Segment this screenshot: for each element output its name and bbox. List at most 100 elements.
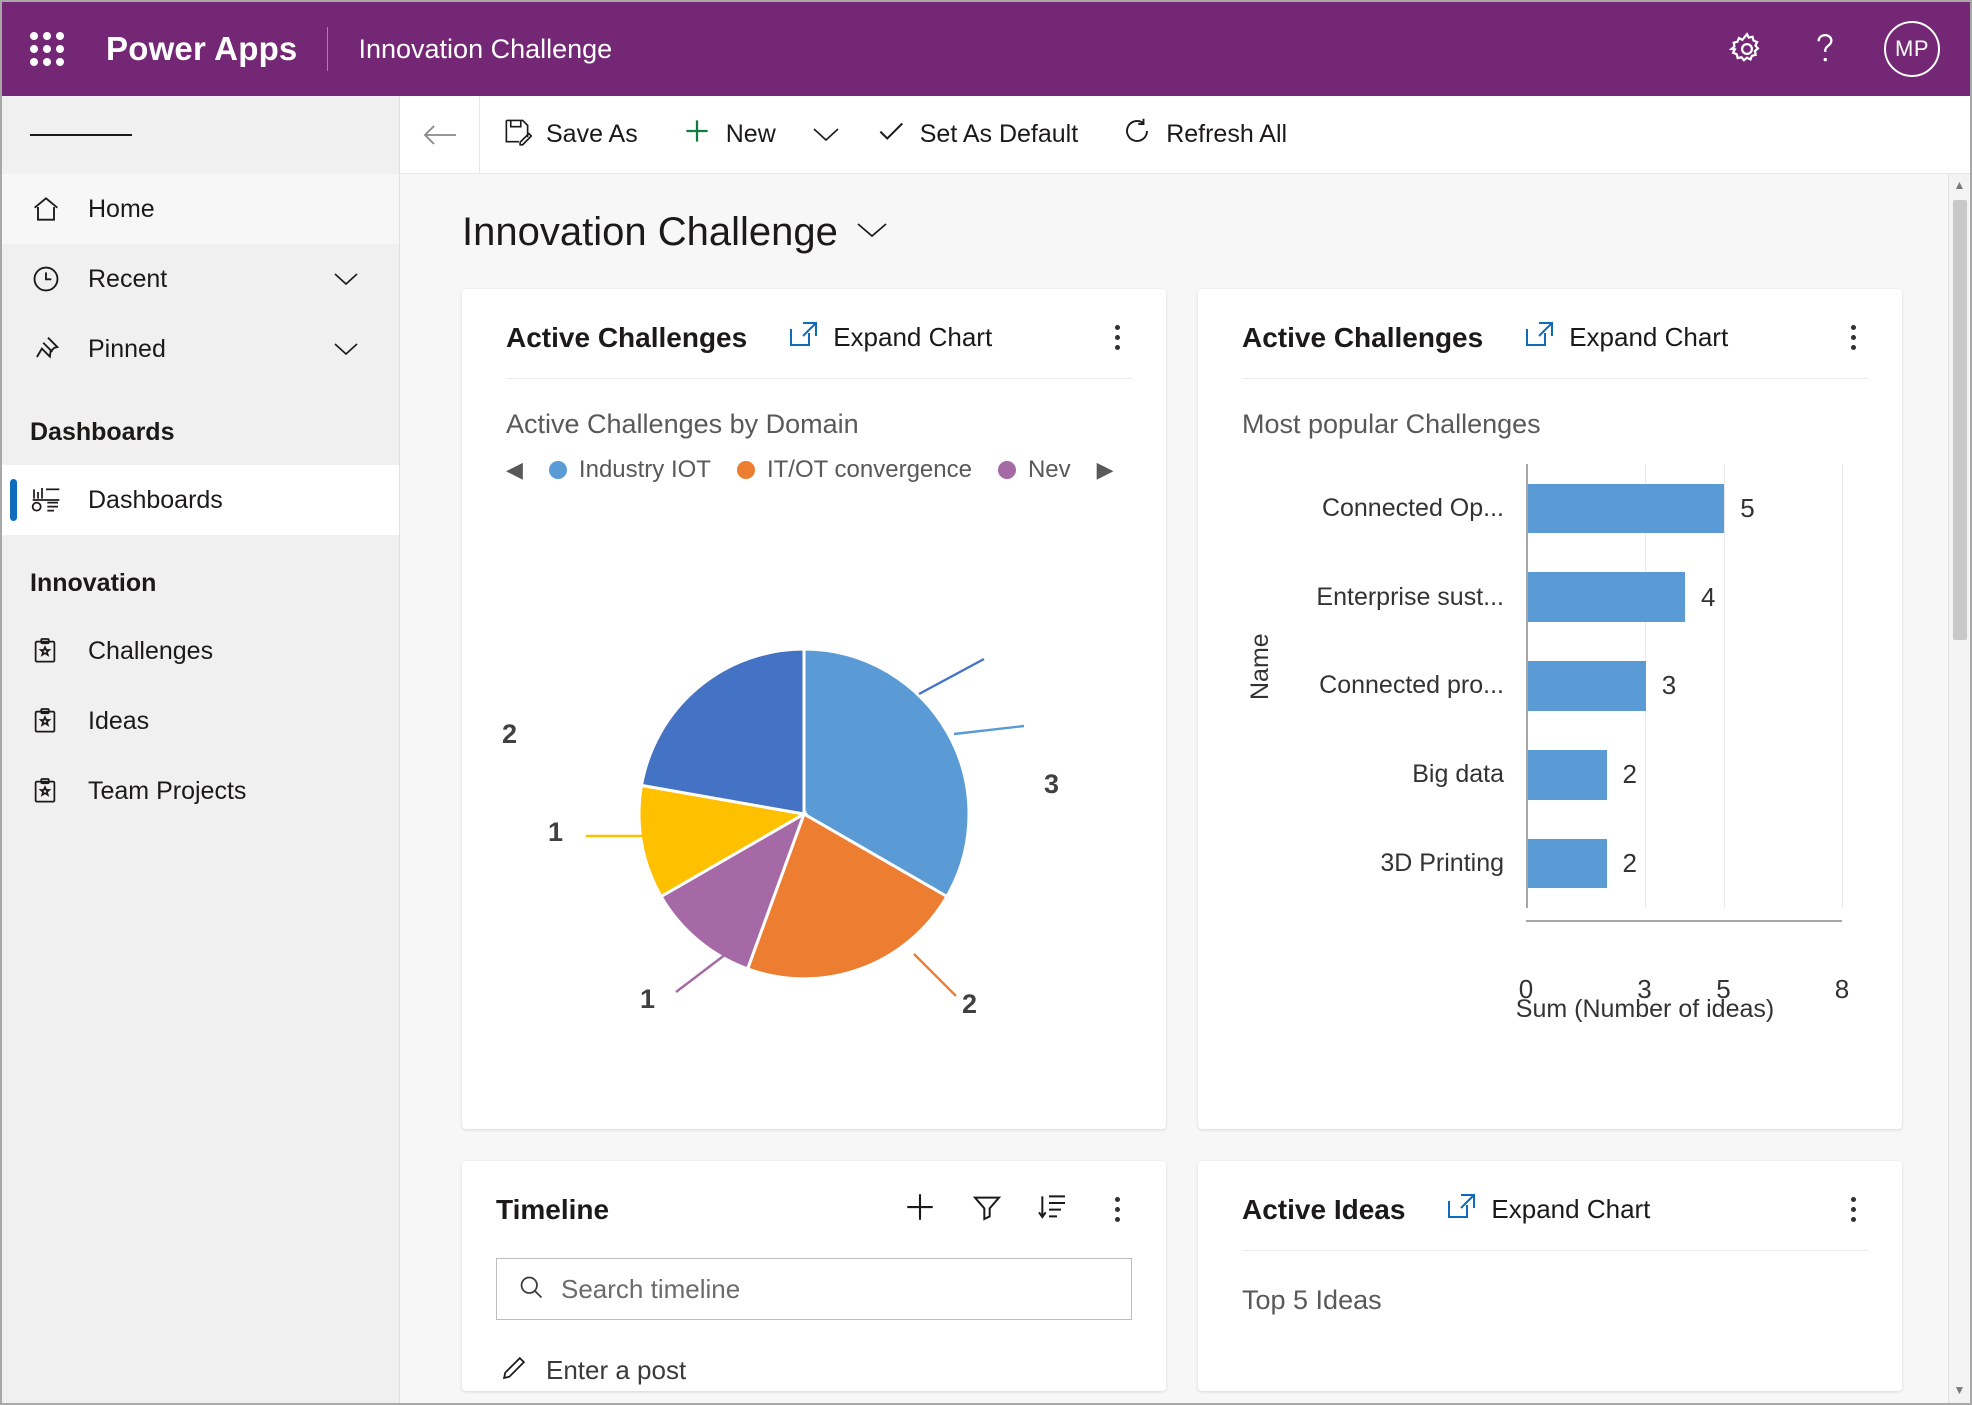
sidebar-item-label: Dashboards — [88, 485, 223, 514]
more-options-icon[interactable] — [1103, 1189, 1132, 1230]
brand-title[interactable]: Power Apps — [106, 30, 298, 67]
save-as-button[interactable]: Save As — [480, 96, 660, 173]
pie-chart[interactable]: 2 3 1 1 2 — [462, 484, 1166, 1084]
window-body: Home Recent — [2, 96, 1970, 1403]
bar-track: 3 — [1526, 641, 1842, 731]
bar-category-label: Connected Op... — [1321, 493, 1504, 522]
legend-item[interactable]: IT/OT convergence — [736, 456, 972, 484]
legend-scroll-right-icon[interactable]: ▶ — [1096, 457, 1114, 482]
expand-chart-button[interactable]: Expand Chart — [789, 320, 992, 355]
pie-slice-new[interactable] — [659, 810, 807, 971]
legend-item[interactable]: Nev — [997, 456, 1071, 484]
app-name-label: Innovation Challenge — [358, 33, 613, 64]
x-tick-label: 8 — [1834, 974, 1850, 1004]
sidebar-item-pinned[interactable]: Pinned — [2, 314, 399, 384]
sidebar-item-challenges[interactable]: Challenges — [2, 616, 399, 686]
bar-chart-x-axis-title: Sum (Number of ideas) — [1515, 995, 1775, 1023]
x-tick-label: 3 — [1637, 974, 1652, 1004]
bar-fill[interactable] — [1528, 838, 1607, 889]
legend-scroll-left-icon[interactable]: ◀ — [506, 457, 523, 482]
sidebar-item-home[interactable]: Home — [2, 174, 399, 244]
bar-value-label: 4 — [1701, 581, 1716, 612]
bar-row: Connected Op... 5 — [1316, 464, 1842, 553]
chevron-down-icon[interactable] — [333, 335, 359, 364]
dashboard-scroll-region: Innovation Challenge Active Challenges — [400, 174, 1970, 1403]
bar-chart-title: Most popular Challenges — [1242, 409, 1541, 439]
refresh-all-button[interactable]: Refresh All — [1100, 96, 1309, 173]
timeline-search-input[interactable]: Search timeline — [496, 1258, 1132, 1320]
funnel-icon[interactable] — [971, 1191, 1003, 1228]
back-arrow-icon[interactable] — [400, 96, 480, 173]
top-navigation-bar: Power Apps Innovation Challenge MP — [2, 2, 1970, 96]
save-icon — [502, 116, 533, 153]
chevron-down-icon[interactable] — [333, 265, 359, 294]
pie-slice-smart-manufacturing[interactable] — [639, 647, 806, 816]
scrollbar-thumb[interactable] — [1952, 200, 1967, 640]
dashboard-title-row: Innovation Challenge — [462, 210, 1902, 255]
sidebar-item-team-projects[interactable]: Team Projects — [2, 756, 399, 826]
scroll-up-chevron-icon[interactable]: ▲ — [1953, 178, 1966, 192]
card-header: Active Challenges Expand Chart — [462, 289, 1166, 378]
more-options-icon[interactable] — [1839, 317, 1868, 358]
sidebar-group-innovation: Innovation — [30, 569, 157, 597]
pie-slice-sustainability[interactable] — [637, 783, 809, 899]
x-tick-label: 0 — [1518, 974, 1534, 1004]
help-question-icon[interactable] — [1808, 29, 1842, 69]
app-launcher-waffle-icon[interactable] — [26, 28, 68, 70]
gear-icon[interactable] — [1728, 30, 1766, 68]
card-active-ideas: Active Ideas Expand Chart — [1198, 1161, 1902, 1391]
expand-chart-button[interactable]: Expand Chart — [1447, 1192, 1650, 1227]
sidebar-item-recent[interactable]: Recent — [2, 244, 399, 314]
pie-slice-industry-iot[interactable] — [802, 647, 971, 899]
legend-item[interactable]: Industry IOT — [548, 456, 711, 484]
card-active-challenges-bar: Active Challenges Expand Chart — [1198, 289, 1902, 1129]
timeline-post-placeholder: Enter a post — [546, 1355, 687, 1385]
legend-color-swatch — [548, 461, 567, 479]
search-icon — [517, 1273, 545, 1306]
pie-leader-line — [918, 657, 985, 696]
bar-fill[interactable] — [1528, 661, 1646, 711]
bar-fill[interactable] — [1528, 572, 1685, 623]
bar-track: 2 — [1526, 819, 1842, 908]
pie-leader-line — [953, 724, 1025, 736]
scroll-down-chevron-icon[interactable]: ▼ — [1953, 1383, 1966, 1397]
bar-row: Enterprise sust... 4 — [1316, 552, 1842, 642]
vertical-scrollbar[interactable]: ▲ ▼ — [1948, 174, 1970, 1403]
plus-icon[interactable] — [903, 1190, 937, 1229]
sidebar-item-label: Challenges — [88, 636, 214, 665]
more-options-icon[interactable] — [1103, 317, 1132, 358]
pie-slice-it-ot[interactable] — [745, 811, 949, 981]
clipboard-icon — [30, 636, 74, 666]
pie-chart-legend: ◀ Industry IOT IT/OT convergence — [462, 440, 1166, 484]
sidebar-toggle-hamburger-icon[interactable] — [2, 96, 399, 174]
new-button[interactable]: New — [660, 96, 798, 173]
home-icon — [30, 193, 74, 225]
left-sidebar: Home Recent — [2, 96, 400, 1403]
bar-fill[interactable] — [1528, 749, 1607, 800]
timeline-post-row[interactable]: Enter a post — [462, 1320, 1166, 1387]
sort-descending-icon[interactable] — [1037, 1191, 1069, 1228]
bar-value-label: 3 — [1661, 670, 1677, 701]
dashboard-grid: Active Challenges Expand Chart — [462, 289, 1902, 1391]
checkmark-icon — [876, 116, 906, 153]
sidebar-item-ideas[interactable]: Ideas — [2, 686, 399, 756]
set-as-default-button[interactable]: Set As Default — [854, 96, 1100, 173]
ideas-chart-subtitle: Top 5 Ideas — [1242, 1285, 1382, 1315]
timeline-actions — [903, 1189, 1132, 1230]
more-options-icon[interactable] — [1839, 1189, 1868, 1230]
user-avatar[interactable]: MP — [1884, 21, 1940, 77]
bar-fill[interactable] — [1528, 483, 1725, 534]
dashboard-selector-chevron-down-icon[interactable] — [856, 220, 888, 245]
bar-value-label: 2 — [1622, 759, 1637, 790]
sidebar-item-label: Ideas — [88, 706, 150, 735]
bar-chart[interactable]: Name Connected Op... — [1198, 440, 1902, 1040]
legend-label: Nev — [1027, 456, 1071, 483]
sidebar-item-label: Recent — [88, 264, 168, 293]
new-dropdown-chevron-down-icon[interactable] — [798, 96, 854, 173]
card-active-challenges-pie: Active Challenges Expand Chart — [462, 289, 1166, 1129]
sidebar-item-dashboards[interactable]: Dashboards — [2, 465, 399, 535]
top-bar-actions: MP — [1728, 21, 1940, 77]
pie-chart-svg — [586, 647, 1025, 997]
expand-chart-button[interactable]: Expand Chart — [1525, 320, 1728, 355]
